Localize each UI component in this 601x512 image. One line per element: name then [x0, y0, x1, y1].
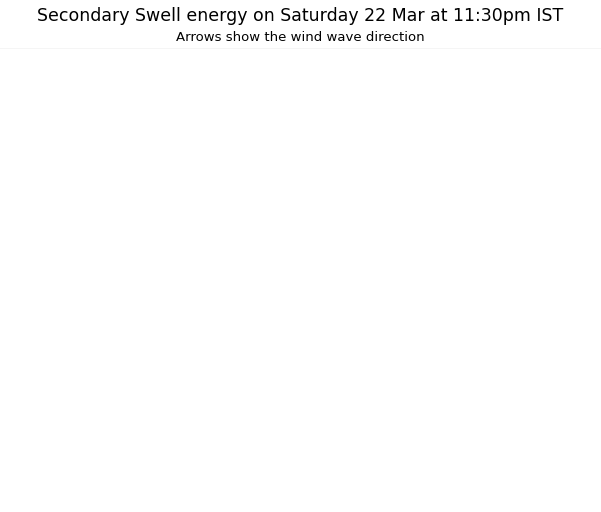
Text: Arrows show the wind wave direction: Arrows show the wind wave direction [176, 31, 425, 45]
Text: Secondary Swell energy on Saturday 22 Mar at 11:30pm IST: Secondary Swell energy on Saturday 22 Ma… [37, 7, 564, 25]
Text: Map error:
No module named 'cartopy': Map error: No module named 'cartopy' [204, 265, 397, 295]
